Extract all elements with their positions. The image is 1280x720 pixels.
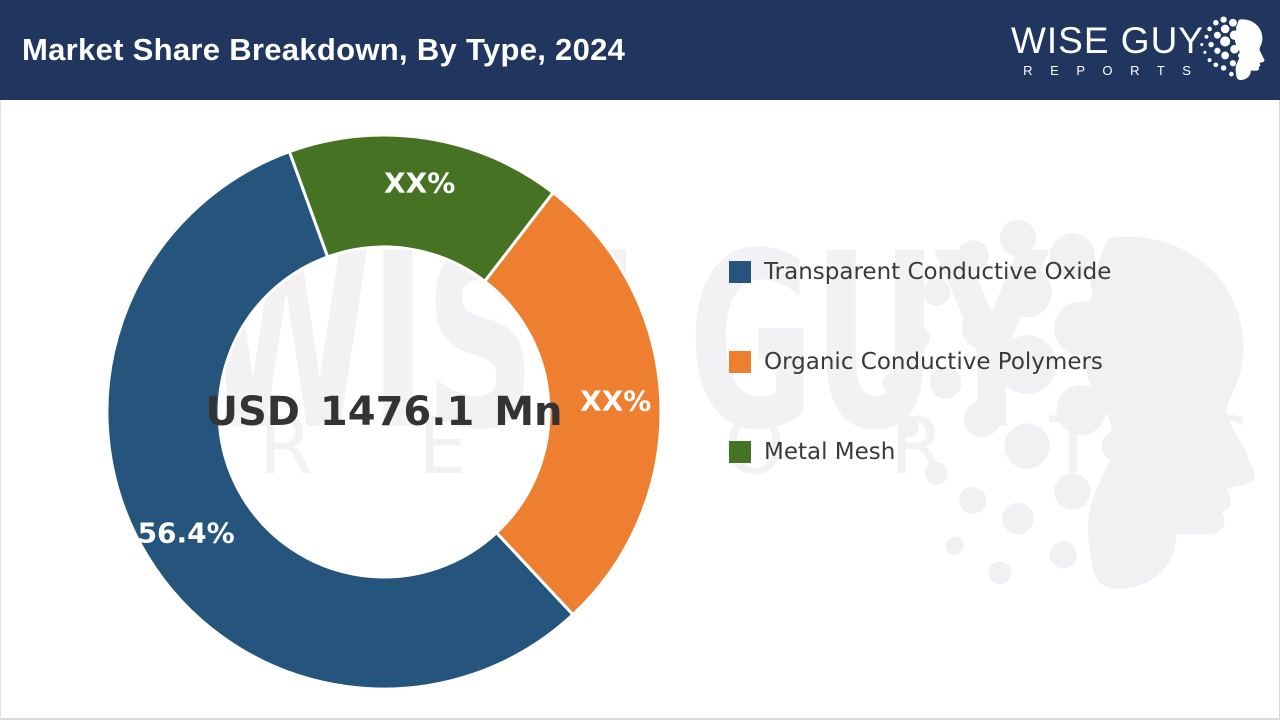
chart-legend: Transparent Conductive Oxide Organic Con…: [729, 259, 1112, 530]
donut-slice-2: [482, 190, 663, 617]
donut-slice-0: [105, 149, 576, 691]
header-bar: Market Share Breakdown, By Type, 2024 WI…: [0, 0, 1280, 100]
slice-label-transparent-conductive-oxide: 56.4%: [137, 516, 235, 550]
legend-item-metal-mesh: Metal Mesh: [729, 439, 1111, 465]
legend-swatch-blue: [729, 261, 751, 283]
legend-item-organic-conductive-polymers: Organic Conductive Polymers: [729, 349, 1111, 375]
logo-subtext: R E P O R T S: [1023, 63, 1198, 78]
watermark-face-icon: [882, 219, 1256, 589]
logo-wordmark: WISE GUY: [1010, 20, 1204, 61]
page-title: Market Share Breakdown, By Type, 2024: [22, 32, 626, 67]
donut-center-value: USD 1476.1 Mn: [205, 389, 563, 435]
legend-label: Transparent Conductive Oxide: [764, 259, 1112, 285]
logo-face-icon: [1200, 16, 1265, 81]
legend-swatch-green: [729, 441, 751, 463]
legend-label: Organic Conductive Polymers: [764, 349, 1103, 375]
donut-chart: [105, 133, 663, 691]
slice-label-metal-mesh: XX%: [384, 166, 456, 200]
legend-item-transparent-conductive-oxide: Transparent Conductive Oxide: [729, 259, 1112, 285]
donut-slice-1: [287, 133, 556, 284]
chart-area: WISE GUY R E P O R T S 56.4% XX% XX% USD…: [0, 100, 1280, 720]
legend-swatch-orange: [729, 351, 751, 373]
brand-logo: WISE GUY R E P O R T S: [1011, 8, 1280, 92]
legend-label: Metal Mesh: [764, 439, 896, 465]
brand-logo-text: WISE GUY R E P O R T S: [1011, 22, 1204, 78]
slice-label-organic-conductive-polymers: XX%: [580, 384, 652, 418]
